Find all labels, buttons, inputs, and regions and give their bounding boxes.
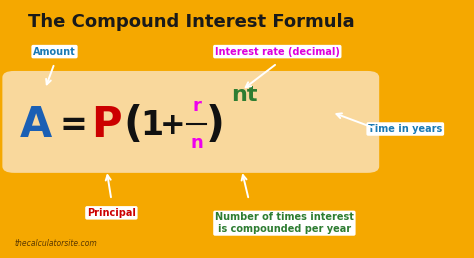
Text: ): ) bbox=[206, 104, 225, 146]
Text: Interest rate (decimal): Interest rate (decimal) bbox=[215, 47, 340, 57]
Text: Amount: Amount bbox=[33, 47, 76, 57]
Text: nt: nt bbox=[231, 85, 257, 106]
Text: (: ( bbox=[123, 104, 142, 146]
Text: Principal: Principal bbox=[87, 208, 136, 218]
Text: r: r bbox=[192, 97, 201, 115]
Text: Number of times interest
is compounded per year: Number of times interest is compounded p… bbox=[215, 212, 354, 234]
FancyBboxPatch shape bbox=[2, 71, 379, 173]
Text: +: + bbox=[160, 111, 186, 140]
Text: P: P bbox=[91, 104, 122, 146]
Text: n: n bbox=[191, 134, 203, 152]
Text: =: = bbox=[60, 109, 87, 142]
Text: 1: 1 bbox=[140, 109, 163, 142]
Text: thecalculatorsite.com: thecalculatorsite.com bbox=[14, 239, 97, 248]
Text: A: A bbox=[19, 104, 52, 146]
Text: The Compound Interest Formula: The Compound Interest Formula bbox=[28, 13, 355, 31]
Text: Time in years: Time in years bbox=[368, 124, 442, 134]
